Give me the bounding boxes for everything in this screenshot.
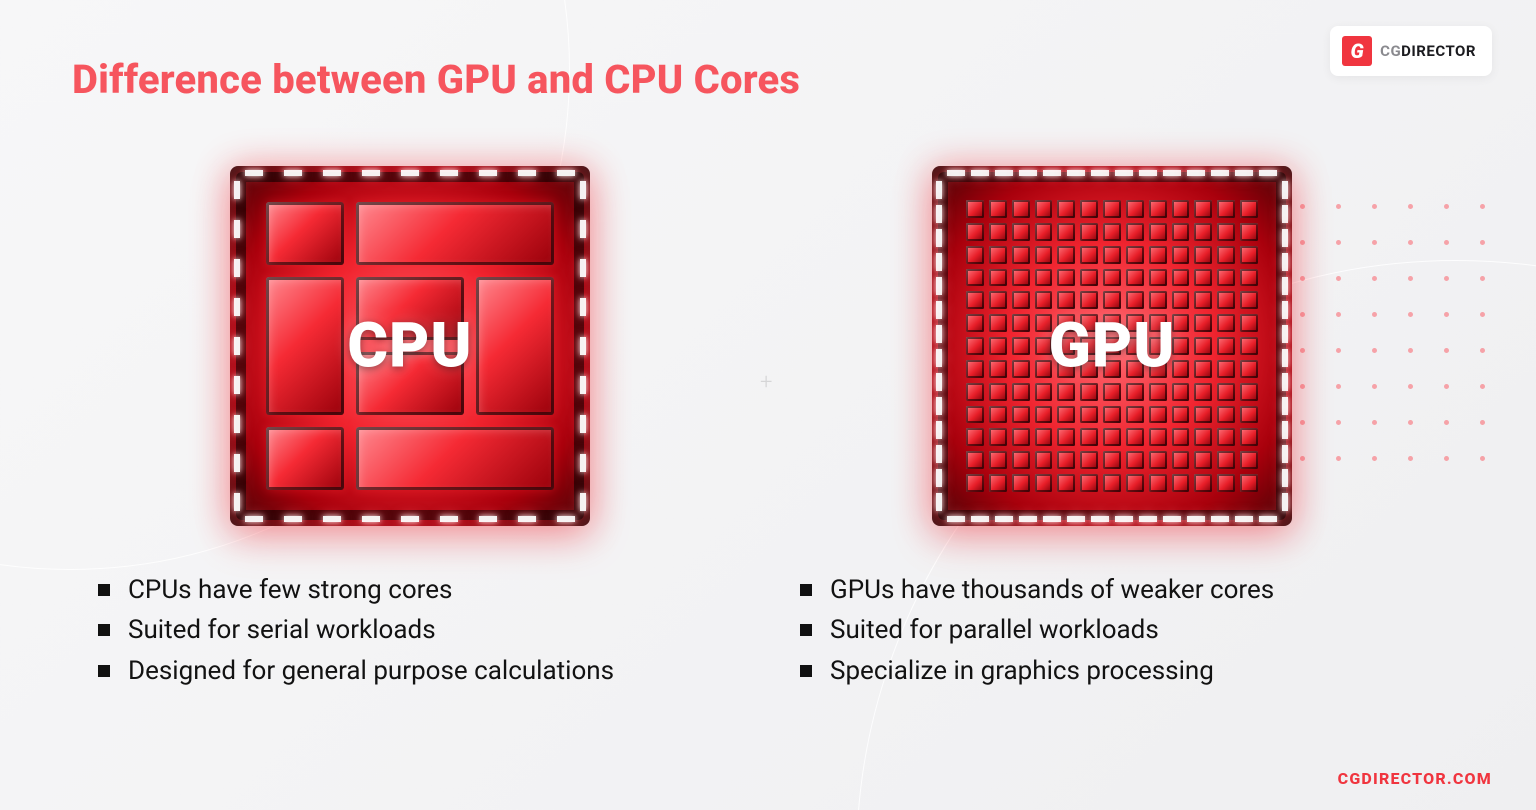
page-title: Difference between GPU and CPU Cores bbox=[72, 56, 800, 103]
gpu-bullets: GPUs have thousands of weaker coresSuite… bbox=[792, 570, 1274, 691]
cpu-bullets: CPUs have few strong coresSuited for ser… bbox=[90, 570, 614, 691]
cpu-chip: CPU bbox=[230, 166, 590, 526]
gpu-bullet-1: Suited for parallel workloads bbox=[800, 610, 1274, 650]
cpu-column: CPU CPUs have few strong coresSuited for… bbox=[90, 166, 730, 691]
gpu-column: GPU GPUs have thousands of weaker coresS… bbox=[792, 166, 1432, 691]
cpu-bullet-2: Designed for general purpose calculation… bbox=[98, 651, 614, 691]
cpu-chip-label: CPU bbox=[230, 310, 590, 383]
gpu-bullet-0: GPUs have thousands of weaker cores bbox=[800, 570, 1274, 610]
plus-icon: + bbox=[760, 370, 772, 395]
logo-text-muted: CG bbox=[1380, 42, 1401, 60]
logo-text: CGDIRECTOR bbox=[1380, 42, 1476, 60]
logo-mark-icon: G bbox=[1342, 36, 1372, 66]
logo-text-strong: DIRECTOR bbox=[1401, 42, 1476, 60]
cpu-bullet-1: Suited for serial workloads bbox=[98, 610, 614, 650]
cpu-bullet-0: CPUs have few strong cores bbox=[98, 570, 614, 610]
gpu-chip: GPU bbox=[932, 166, 1292, 526]
gpu-chip-label: GPU bbox=[932, 310, 1292, 383]
logo-badge: G CGDIRECTOR bbox=[1330, 26, 1492, 76]
footer-brand: CGDIRECTOR.COM bbox=[1338, 769, 1492, 788]
gpu-bullet-2: Specialize in graphics processing bbox=[800, 651, 1274, 691]
